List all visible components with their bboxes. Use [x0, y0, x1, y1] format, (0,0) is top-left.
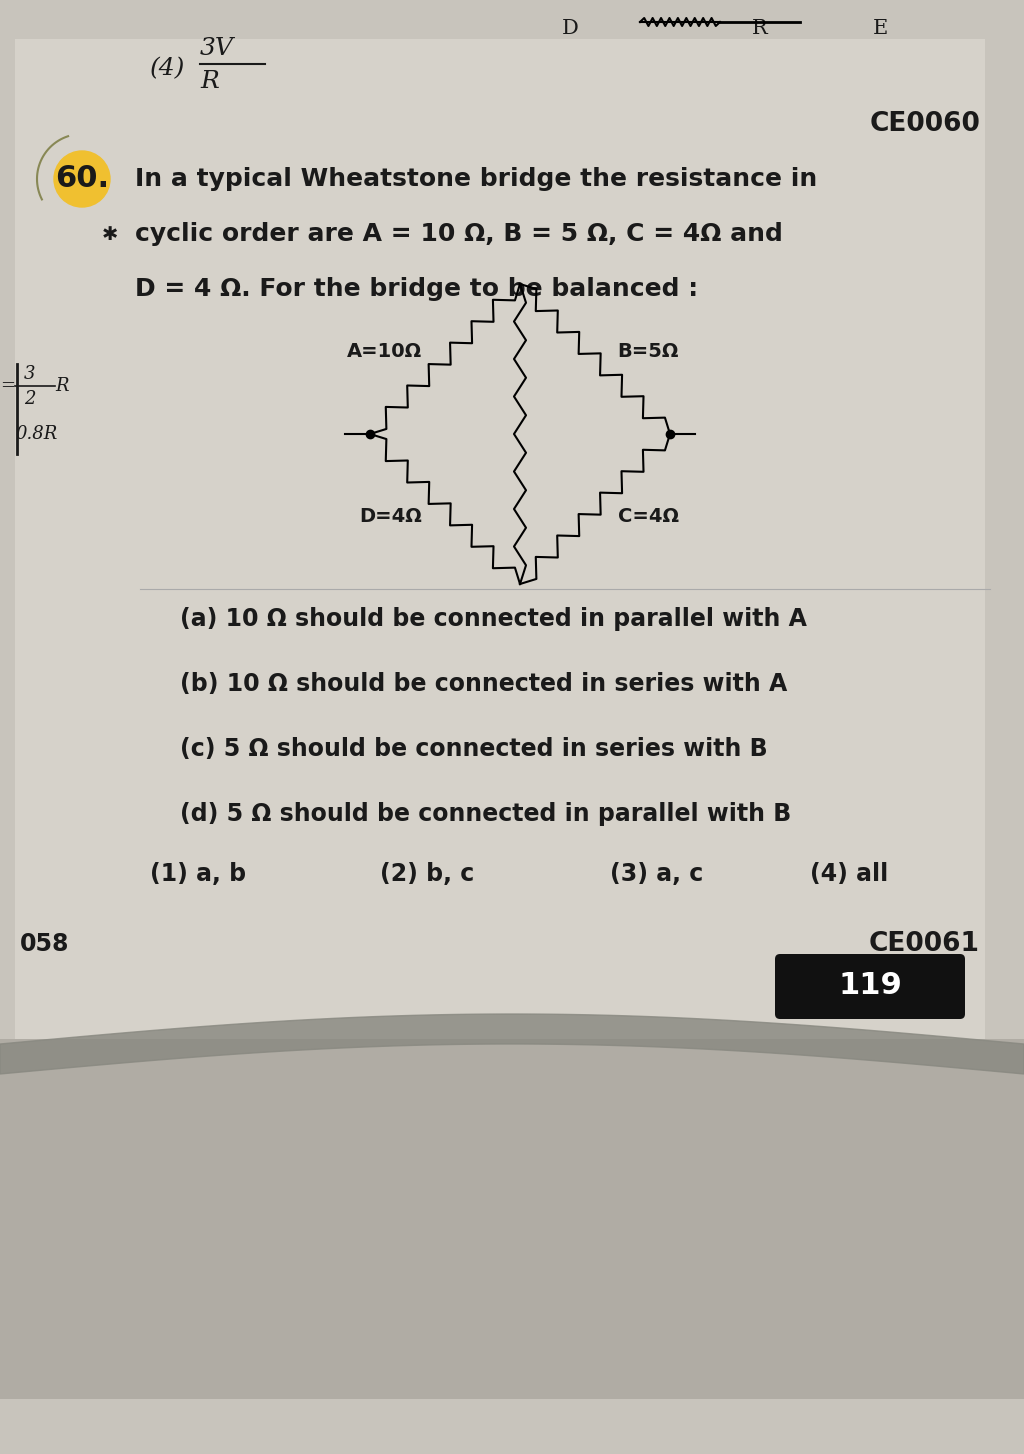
Text: CE0060: CE0060	[869, 111, 980, 137]
Text: 2: 2	[25, 390, 36, 409]
Text: D=4Ω: D=4Ω	[359, 507, 423, 526]
Text: CE0061: CE0061	[869, 931, 980, 957]
Text: (d) 5 Ω should be connected in parallel with B: (d) 5 Ω should be connected in parallel …	[180, 803, 792, 826]
FancyBboxPatch shape	[15, 39, 985, 1399]
Text: (c) 5 Ω should be connected in series with B: (c) 5 Ω should be connected in series wi…	[180, 737, 768, 760]
Text: (2) b, c: (2) b, c	[380, 862, 474, 885]
Text: (4) all: (4) all	[810, 862, 888, 885]
Text: 058: 058	[20, 932, 70, 955]
Text: (3) a, c: (3) a, c	[610, 862, 703, 885]
Text: D: D	[561, 19, 579, 38]
Text: ✱: ✱	[101, 224, 118, 243]
Text: (4): (4)	[150, 58, 185, 80]
Text: D = 4 Ω. For the bridge to be balanced :: D = 4 Ω. For the bridge to be balanced :	[135, 278, 698, 301]
Text: 119: 119	[838, 971, 902, 1000]
FancyBboxPatch shape	[775, 954, 965, 1019]
Text: 0.8R: 0.8R	[15, 425, 57, 443]
Text: R: R	[752, 19, 768, 38]
Text: (b) 10 Ω should be connected in series with A: (b) 10 Ω should be connected in series w…	[180, 672, 787, 696]
Text: B=5Ω: B=5Ω	[617, 342, 679, 361]
Text: A=10Ω: A=10Ω	[347, 342, 423, 361]
Text: 60.: 60.	[55, 164, 110, 193]
Text: =: =	[0, 377, 15, 395]
Text: R: R	[55, 377, 69, 395]
Text: C=4Ω: C=4Ω	[617, 507, 679, 526]
Circle shape	[54, 151, 110, 206]
Text: In a typical Wheatstone bridge the resistance in: In a typical Wheatstone bridge the resis…	[135, 167, 817, 190]
Text: R: R	[200, 70, 219, 93]
Text: 3: 3	[25, 365, 36, 382]
Text: (a) 10 Ω should be connected in parallel with A: (a) 10 Ω should be connected in parallel…	[180, 606, 807, 631]
FancyBboxPatch shape	[0, 1040, 1024, 1399]
Text: cyclic order are A = 10 Ω, B = 5 Ω, C = 4Ω and: cyclic order are A = 10 Ω, B = 5 Ω, C = …	[135, 222, 783, 246]
Text: E: E	[872, 19, 888, 38]
Text: 3V: 3V	[200, 38, 233, 61]
Text: (1) a, b: (1) a, b	[150, 862, 246, 885]
